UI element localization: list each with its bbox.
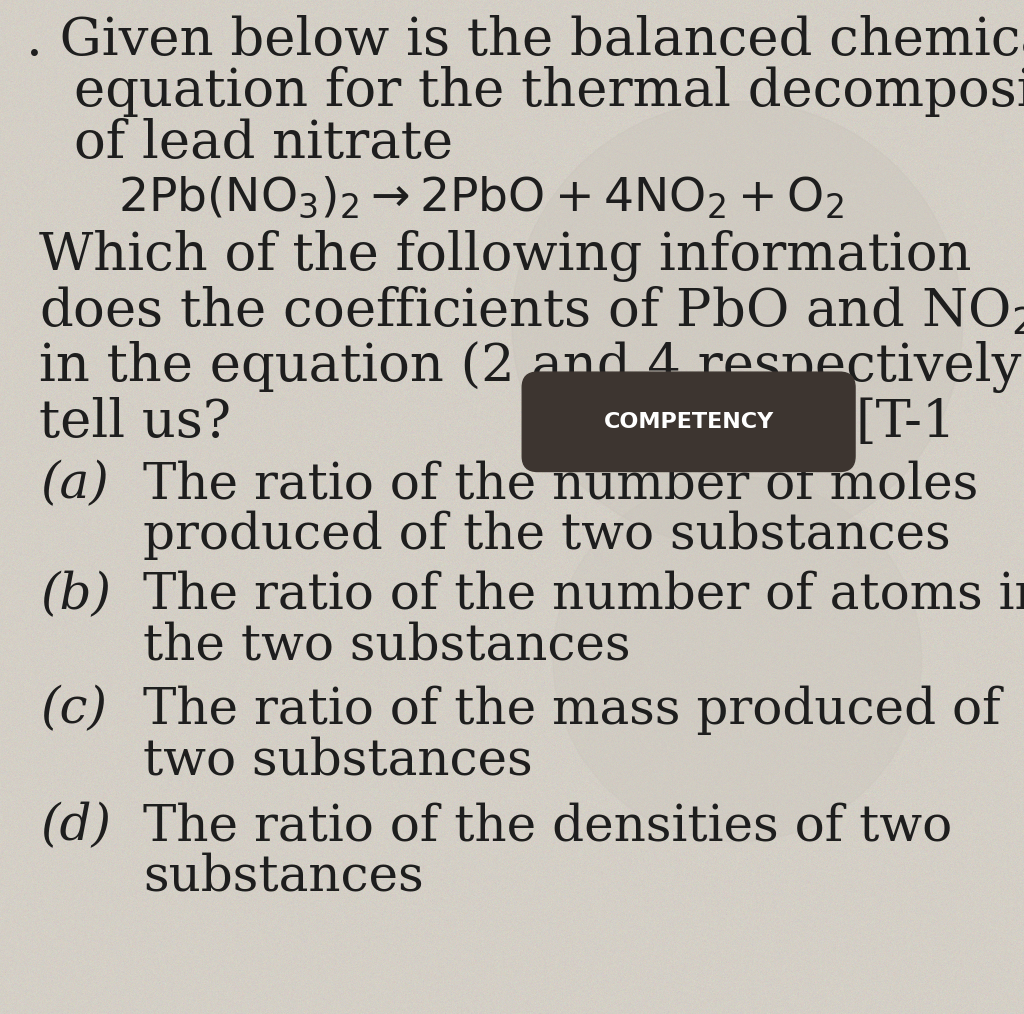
Text: [T-1: [T-1 [855, 397, 955, 448]
Text: The ratio of the mass produced of: The ratio of the mass produced of [143, 685, 1001, 734]
Text: the two substances: the two substances [143, 622, 631, 670]
Text: (b): (b) [41, 571, 112, 620]
Text: The ratio of the number of atoms in: The ratio of the number of atoms in [143, 571, 1024, 620]
Text: substances: substances [143, 853, 424, 901]
Text: (c): (c) [41, 685, 108, 734]
Text: (d): (d) [41, 802, 112, 851]
Text: of lead nitrate: of lead nitrate [74, 119, 453, 169]
Text: in the equation (2 and 4 respectively): in the equation (2 and 4 respectively) [39, 341, 1024, 393]
FancyBboxPatch shape [522, 372, 855, 472]
Text: equation for the thermal decomposition: equation for the thermal decomposition [74, 66, 1024, 117]
Text: (a): (a) [41, 460, 110, 509]
Circle shape [512, 101, 963, 548]
Text: The ratio of the densities of two: The ratio of the densities of two [143, 802, 952, 851]
Text: Which of the following information: Which of the following information [39, 229, 972, 282]
Text: tell us?: tell us? [39, 397, 231, 448]
Circle shape [553, 477, 922, 842]
Text: COMPETENCY: COMPETENCY [603, 412, 774, 432]
Text: $\mathregular{2Pb(NO_3)_2 \rightarrow 2PbO + 4NO_2 + O_2}$: $\mathregular{2Pb(NO_3)_2 \rightarrow 2P… [118, 174, 844, 221]
Text: The ratio of the number of moles: The ratio of the number of moles [143, 460, 979, 509]
Text: produced of the two substances: produced of the two substances [143, 511, 951, 560]
Text: does the coefficients of PbO and NO$_2$: does the coefficients of PbO and NO$_2$ [39, 285, 1024, 338]
Text: . Given below is the balanced chemical: . Given below is the balanced chemical [26, 15, 1024, 66]
Text: two substances: two substances [143, 736, 534, 785]
